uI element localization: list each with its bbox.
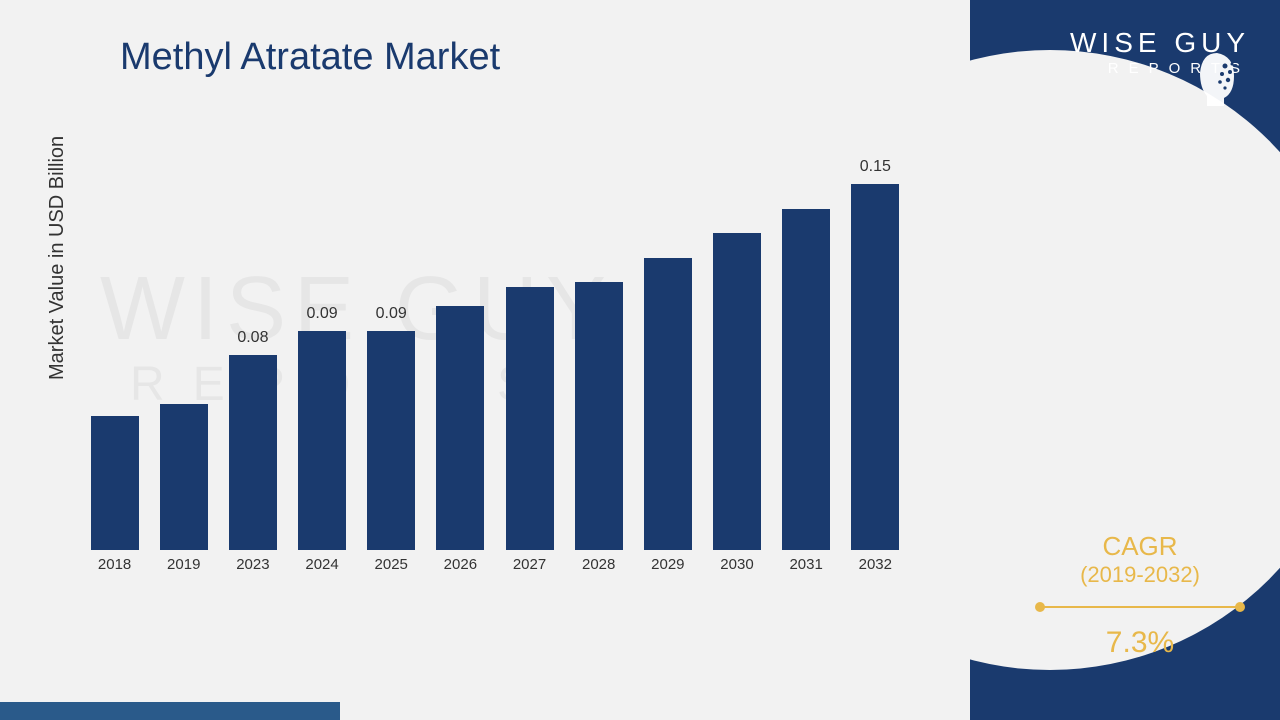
bar [644, 258, 692, 551]
cagr-label: CAGR [1030, 531, 1250, 562]
bar-group: 0.09 [366, 331, 416, 550]
bar-group [781, 209, 831, 550]
bar [575, 282, 623, 550]
bar [298, 331, 346, 550]
x-axis-label: 2024 [297, 556, 347, 580]
bar-group [712, 233, 762, 550]
bar-value-label: 0.09 [376, 305, 407, 323]
bar-group [90, 416, 140, 550]
bottom-accent-bar [0, 702, 340, 720]
bar [506, 287, 554, 550]
x-axis-label: 2026 [435, 556, 485, 580]
bar [91, 416, 139, 550]
x-axis-label: 2031 [781, 556, 831, 580]
bar [713, 233, 761, 550]
bar [782, 209, 830, 550]
y-axis-label: Market Value in USD Billion [46, 136, 69, 380]
bar-group: 0.15 [850, 184, 900, 550]
bar [229, 355, 277, 550]
bar-value-label: 0.08 [237, 329, 268, 347]
x-axis-label: 2030 [712, 556, 762, 580]
brand-logo: WISE GUY REPORTS [1070, 28, 1250, 77]
cagr-value: 7.3% [1030, 626, 1250, 660]
bar-value-label: 0.15 [860, 158, 891, 176]
bar-group [643, 258, 693, 551]
x-axis-label: 2025 [366, 556, 416, 580]
brand-head-icon [1192, 48, 1242, 108]
bar-group [505, 287, 555, 550]
bar-group [435, 306, 485, 550]
cagr-years: (2019-2032) [1030, 562, 1250, 588]
bar-group: 0.09 [297, 331, 347, 550]
bar-group: 0.08 [228, 355, 278, 550]
x-axis-label: 2018 [90, 556, 140, 580]
bar-group [574, 282, 624, 550]
x-axis-label: 2019 [159, 556, 209, 580]
x-axis-label: 2023 [228, 556, 278, 580]
x-axis-label: 2032 [850, 556, 900, 580]
bar [436, 306, 484, 550]
cagr-divider [1040, 606, 1240, 608]
x-axis-labels: 2018 2019 2023 2024 2025 2026 2027 2028 2029 2030… [80, 556, 910, 580]
x-axis-label: 2028 [574, 556, 624, 580]
cagr-block: CAGR (2019-2032) 7.3% [1030, 531, 1250, 660]
bar-group [159, 404, 209, 550]
bar-value-label: 0.09 [306, 305, 337, 323]
bar [851, 184, 899, 550]
chart-title: Methyl Atratate Market [120, 36, 500, 79]
bar [367, 331, 415, 550]
chart-area: 0.08 0.09 0.09 0.15 2018 2019 2023 2024 2025 202… [80, 160, 910, 580]
bars-container: 0.08 0.09 0.09 0.15 [80, 160, 910, 550]
x-axis-label: 2029 [643, 556, 693, 580]
bar [160, 404, 208, 550]
x-axis-label: 2027 [505, 556, 555, 580]
